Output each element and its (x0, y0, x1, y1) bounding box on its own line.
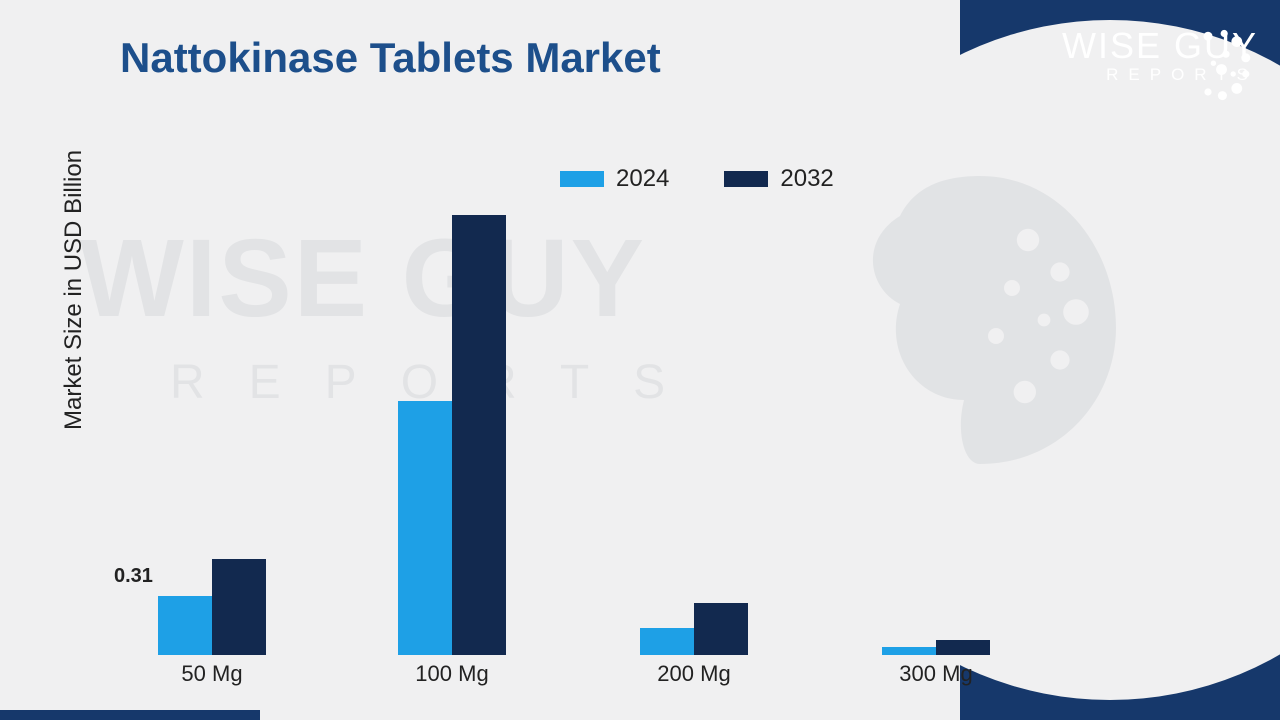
legend-item-2024: 2024 (560, 165, 669, 193)
bar-group: 50 Mg (158, 559, 266, 655)
bar-data-label: 0.31 (114, 565, 153, 588)
legend: 2024 2032 (560, 165, 834, 193)
bar-2032 (212, 559, 266, 655)
x-axis-label: 100 Mg (372, 661, 532, 687)
x-axis-label: 200 Mg (614, 661, 774, 687)
legend-swatch-2032 (724, 171, 768, 187)
bar-2024 (882, 647, 936, 655)
chart-plot-area: 50 Mg100 Mg200 Mg300 Mg0.31 (100, 215, 980, 655)
legend-swatch-2024 (560, 171, 604, 187)
legend-item-2032: 2032 (724, 165, 833, 193)
bar-group: 200 Mg (640, 603, 748, 655)
x-axis-label: 50 Mg (132, 661, 292, 687)
bar-2024 (158, 596, 212, 655)
bar-2032 (694, 603, 748, 655)
bar-group: 100 Mg (398, 215, 506, 655)
bar-2024 (640, 628, 694, 655)
bottom-accent-strip (0, 710, 260, 720)
bar-2032 (452, 215, 506, 655)
y-axis-label: Market Size in USD Billion (60, 150, 88, 430)
legend-label: 2024 (616, 165, 669, 193)
chart-title: Nattokinase Tablets Market (120, 34, 661, 82)
bar-group: 300 Mg (882, 640, 990, 655)
brand-head-icon (1172, 20, 1262, 110)
stage: WISE GUY REPORTS WISE GUY REPORTS Nattok… (0, 0, 1280, 720)
bar-2024 (398, 401, 452, 655)
legend-label: 2032 (780, 165, 833, 193)
bar-2032 (936, 640, 990, 655)
x-axis-label: 300 Mg (856, 661, 1016, 687)
